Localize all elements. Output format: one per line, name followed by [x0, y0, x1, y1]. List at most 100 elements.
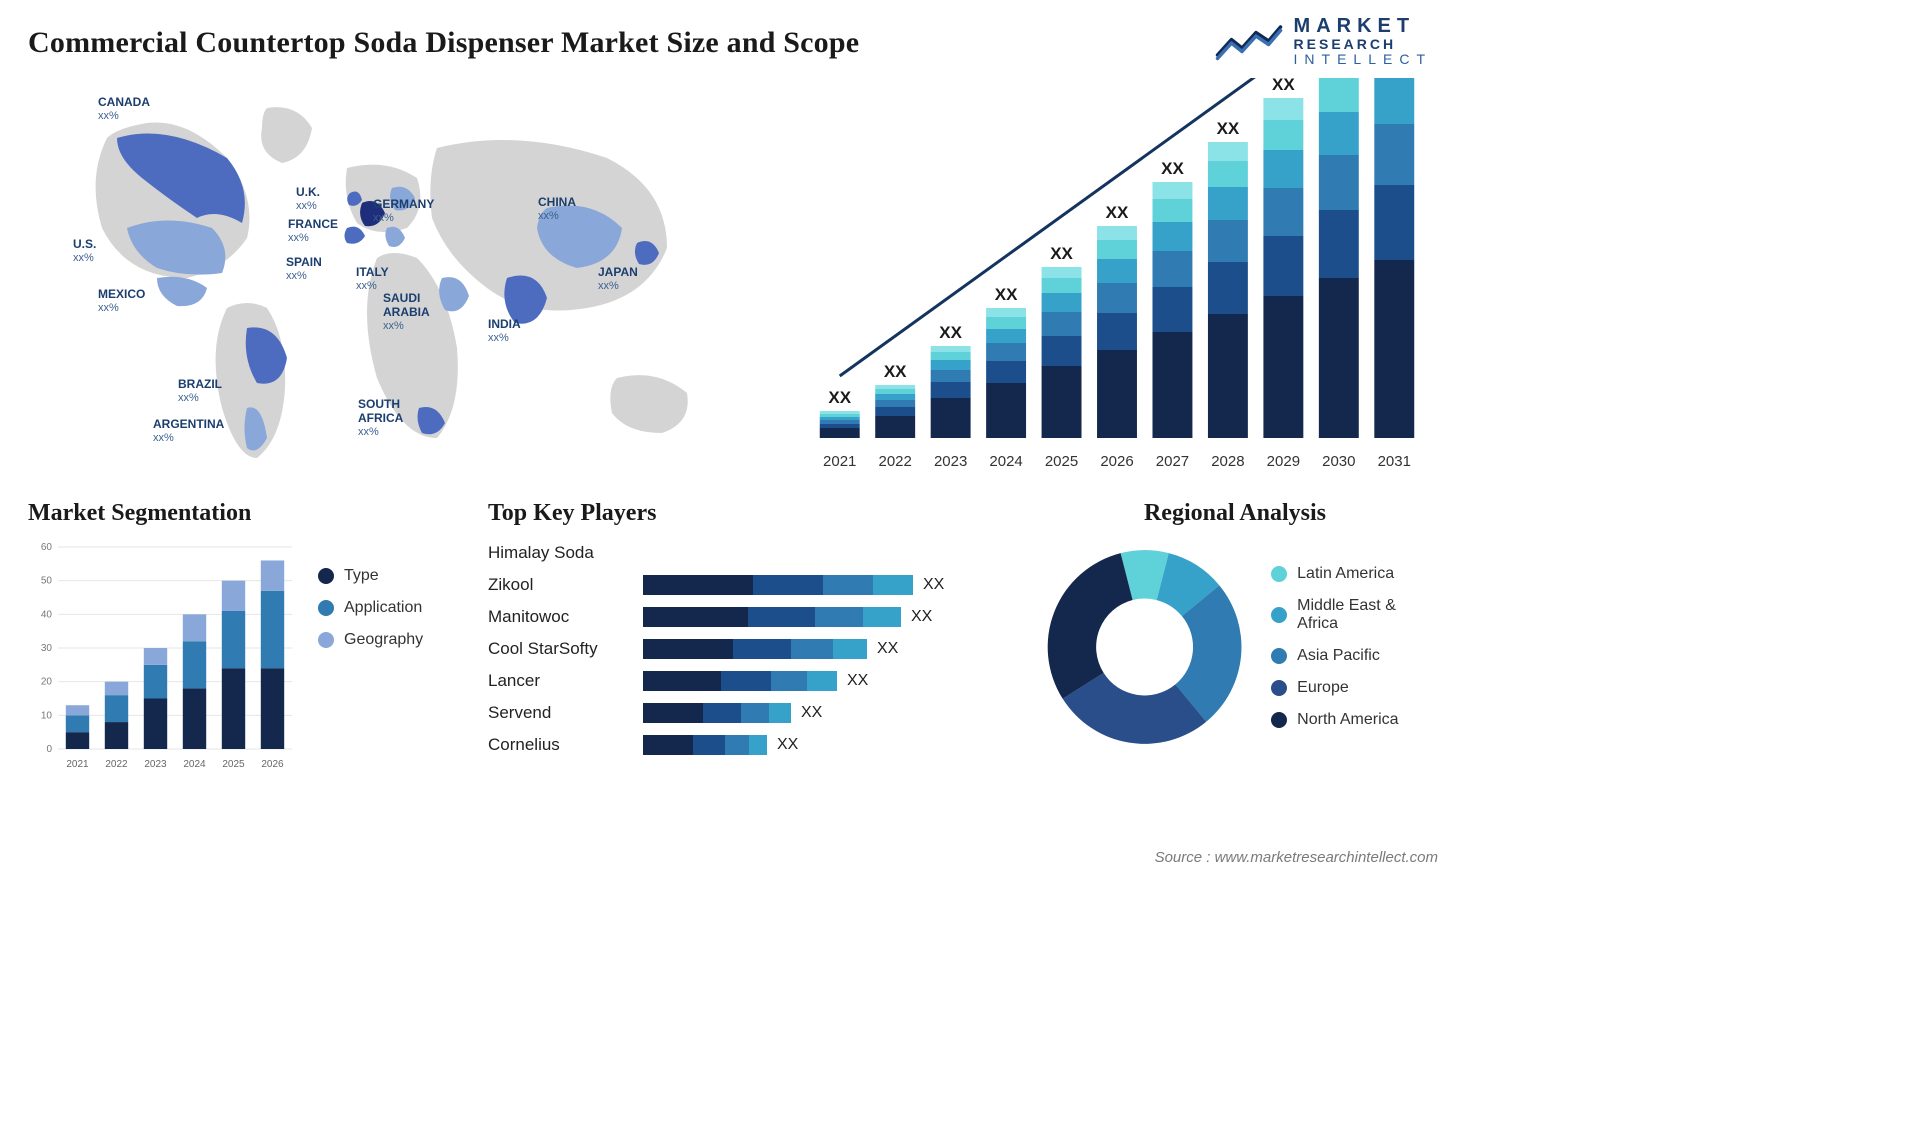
- growth-bar-category: 2028: [1211, 453, 1244, 470]
- key-player-bar-segment: [703, 703, 741, 723]
- key-player-value: XX: [801, 704, 822, 722]
- seg-category: 2026: [261, 759, 284, 770]
- regional-donut: [1038, 537, 1251, 757]
- seg-legend-item: Geography: [318, 631, 423, 649]
- key-player-bar: [643, 671, 837, 691]
- key-player-row: Cool StarSoftyXX: [488, 633, 1008, 665]
- map-region-name: MEXICO: [98, 288, 145, 302]
- map-region-label: GERMANYxx%: [373, 198, 434, 224]
- legend-swatch: [1271, 566, 1287, 582]
- segmentation-legend: TypeApplicationGeography: [318, 567, 423, 649]
- map-region-name: U.S.: [73, 238, 96, 252]
- seg-category: 2025: [222, 759, 245, 770]
- map-region-name: FRANCE: [288, 218, 338, 232]
- key-player-name: Zikool: [488, 575, 643, 595]
- map-region-name: GERMANY: [373, 198, 434, 212]
- seg-ytick: 20: [41, 677, 53, 688]
- segmentation-chart: 0102030405060202120222023202420252026: [28, 537, 298, 777]
- donut-slice: [1048, 553, 1133, 699]
- key-player-bar-segment: [643, 671, 721, 691]
- seg-legend-label: Type: [344, 567, 379, 585]
- key-player-name: Himalay Soda: [488, 543, 643, 563]
- regional-title: Regional Analysis: [1038, 500, 1432, 527]
- map-region-label: FRANCExx%: [288, 218, 338, 244]
- source-label: Source : www.marketresearchintellect.com: [1155, 849, 1438, 866]
- key-player-bar-segment: [643, 607, 748, 627]
- key-players-panel: Top Key Players Himalay SodaZikoolXXMani…: [488, 500, 1008, 800]
- map-region-pct: xx%: [288, 232, 338, 245]
- key-player-bar-segment: [721, 671, 771, 691]
- key-player-bar-segment: [771, 671, 807, 691]
- key-player-value: XX: [923, 576, 944, 594]
- map-region-pct: xx%: [598, 280, 638, 293]
- key-player-name: Servend: [488, 703, 643, 723]
- key-player-bar-segment: [748, 607, 815, 627]
- key-player-bar-segment: [815, 607, 863, 627]
- seg-ytick: 0: [46, 744, 52, 755]
- map-region-name: U.K.: [296, 186, 320, 200]
- legend-swatch: [1271, 648, 1287, 664]
- key-player-bar-segment: [643, 735, 693, 755]
- seg-ytick: 50: [41, 576, 53, 587]
- world-map-panel: CANADAxx%U.S.xx%MEXICOxx%BRAZILxx%ARGENT…: [28, 78, 766, 478]
- growth-bar-category: 2022: [878, 453, 911, 470]
- map-region-pct: xx%: [383, 320, 430, 333]
- legend-swatch: [318, 600, 334, 616]
- growth-bar-category: 2025: [1045, 453, 1078, 470]
- key-player-bar-segment: [753, 575, 823, 595]
- map-region-name: SAUDI ARABIA: [383, 292, 430, 320]
- map-region-pct: xx%: [98, 302, 145, 315]
- map-region-label: U.K.xx%: [296, 186, 320, 212]
- growth-bar-category: 2027: [1156, 453, 1189, 470]
- growth-bar-value: XX: [884, 362, 907, 381]
- regional-legend-item: Europe: [1271, 679, 1432, 697]
- logo-icon: [1214, 17, 1284, 65]
- map-region-label: ARGENTINAxx%: [153, 418, 224, 444]
- seg-category: 2021: [66, 759, 89, 770]
- map-region-name: INDIA: [488, 318, 521, 332]
- key-player-bar: [643, 639, 867, 659]
- regional-legend-item: Latin America: [1271, 565, 1432, 583]
- seg-category: 2022: [105, 759, 128, 770]
- key-player-bar-area: XX: [643, 671, 1008, 691]
- map-region-pct: xx%: [98, 110, 150, 123]
- map-region-label: SPAINxx%: [286, 256, 322, 282]
- key-players-title: Top Key Players: [488, 500, 1008, 527]
- growth-bar-category: 2031: [1378, 453, 1411, 470]
- key-player-bar: [643, 703, 791, 723]
- key-player-bar-segment: [833, 639, 867, 659]
- key-player-value: XX: [877, 640, 898, 658]
- map-region-label: BRAZILxx%: [178, 378, 222, 404]
- key-player-name: Lancer: [488, 671, 643, 691]
- map-region-label: SAUDI ARABIAxx%: [383, 292, 430, 332]
- key-player-value: XX: [777, 736, 798, 754]
- key-player-bar-segment: [643, 703, 703, 723]
- legend-swatch: [1271, 712, 1287, 728]
- map-region-label: INDIAxx%: [488, 318, 521, 344]
- regional-legend-label: Middle East & Africa: [1297, 597, 1432, 633]
- key-player-bar-segment: [873, 575, 913, 595]
- legend-swatch: [318, 632, 334, 648]
- regional-legend-label: Asia Pacific: [1297, 647, 1380, 665]
- key-player-row: CorneliusXX: [488, 729, 1008, 761]
- map-region-name: ARGENTINA: [153, 418, 224, 432]
- growth-bar-value: XX: [1106, 203, 1129, 222]
- key-player-bar-area: XX: [643, 639, 1008, 659]
- key-player-bar-segment: [733, 639, 791, 659]
- logo-line2: RESEARCH: [1294, 37, 1432, 52]
- seg-ytick: 10: [41, 711, 53, 722]
- growth-bar-category: 2026: [1100, 453, 1133, 470]
- seg-ytick: 30: [41, 643, 53, 654]
- map-region-name: JAPAN: [598, 266, 638, 280]
- growth-bar-category: 2029: [1267, 453, 1300, 470]
- key-player-bar: [643, 735, 767, 755]
- map-region-pct: xx%: [488, 332, 521, 345]
- key-player-bar-segment: [643, 575, 753, 595]
- key-player-bar-segment: [791, 639, 833, 659]
- map-region-label: SOUTH AFRICAxx%: [358, 398, 403, 438]
- key-player-bar-segment: [749, 735, 767, 755]
- regional-legend: Latin America Middle East & Africa Asia Pa…: [1271, 565, 1432, 729]
- map-region-pct: xx%: [373, 212, 434, 225]
- key-player-bar-segment: [643, 639, 733, 659]
- key-players-chart: Himalay SodaZikoolXXManitowocXXCool Star…: [488, 537, 1008, 761]
